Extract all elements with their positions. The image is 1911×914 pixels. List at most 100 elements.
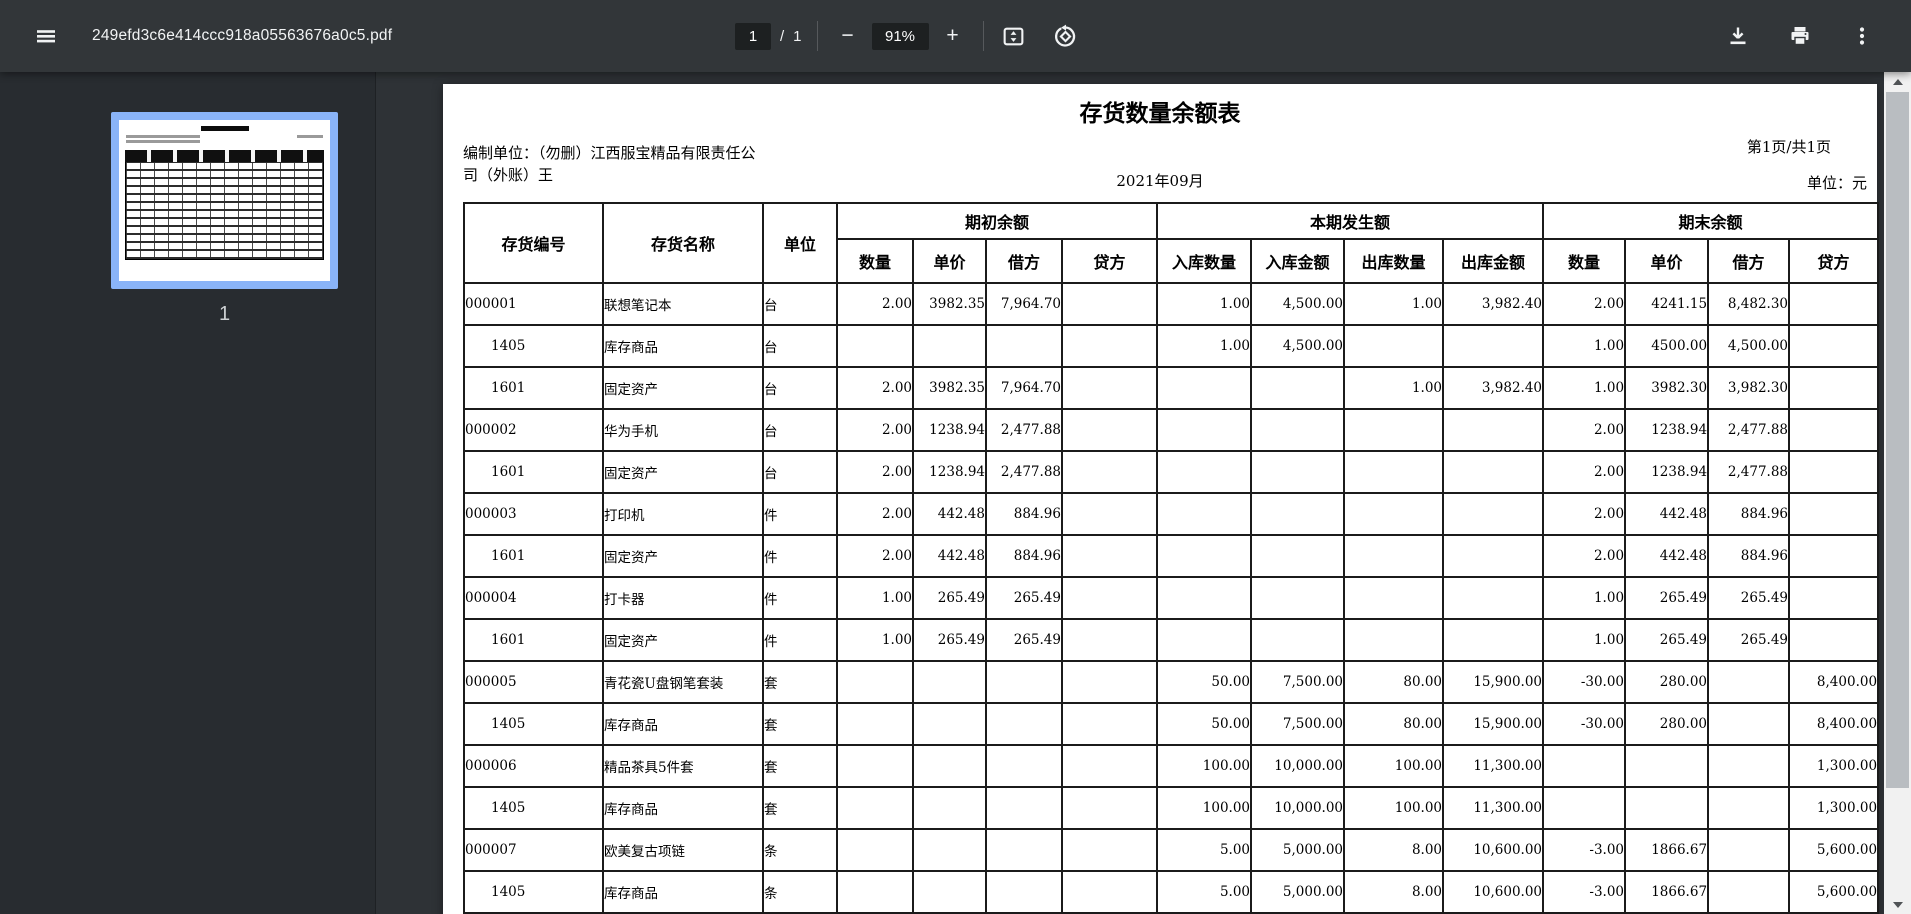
cell-end-debit — [1707, 744, 1791, 788]
cell-open-price: 265.49 — [912, 618, 987, 662]
prepared-by-line1: 编制单位：（勿删）江西服宝精品有限责任公 — [463, 144, 756, 162]
cell-out-amount: 15,900.00 — [1442, 702, 1545, 746]
cell-end-debit: 884.96 — [1707, 534, 1791, 578]
cell-end-price: 280.00 — [1624, 702, 1710, 746]
cell-in-amount: 7,500.00 — [1250, 660, 1346, 704]
cell-name: 精品茶具5件套 — [602, 744, 764, 788]
cell-open-price: 3982.35 — [912, 366, 987, 410]
thumbnail-meta-mark — [297, 135, 323, 138]
cell-open-qty: 2.00 — [836, 450, 914, 494]
scrollbar-down-button[interactable] — [1884, 895, 1911, 914]
cell-out-qty: 80.00 — [1343, 702, 1445, 746]
cell-end-price: 280.00 — [1624, 660, 1710, 704]
download-icon[interactable] — [1723, 21, 1753, 51]
cell-in-qty: 50.00 — [1156, 660, 1253, 704]
cell-in-qty — [1156, 618, 1253, 662]
cell-in-amount — [1250, 450, 1346, 494]
subheader-out-amount: 出库金额 — [1442, 238, 1545, 284]
cell-out-amount: 3,982.40 — [1442, 282, 1545, 326]
table-row: 1405 库存商品条 5.00 5,000.00 8.00 10,600.00 -3.00 1… — [463, 870, 1880, 914]
cell-unit: 套 — [762, 744, 838, 788]
cell-open-qty: 2.00 — [836, 492, 914, 536]
cell-out-amount: 10,600.00 — [1442, 870, 1545, 914]
cell-end-debit — [1707, 702, 1791, 746]
cell-end-price: 1238.94 — [1624, 408, 1710, 452]
table-row: 1405 库存商品套 100.00 10,000.00 100.00 11,300.00 1… — [463, 786, 1880, 830]
page-thumbnail[interactable]: 1 — [111, 112, 338, 326]
cell-end-debit — [1707, 870, 1791, 914]
subheader-price: 单价 — [912, 238, 987, 284]
cell-open-price — [912, 660, 987, 704]
cell-code: 1601 — [463, 534, 604, 578]
table-row: 1601 固定资产台 2.00 3982.35 7,964.70 1.00 3,982.40… — [463, 366, 1880, 410]
cell-end-credit: 1,300.00 — [1788, 786, 1880, 830]
cell-open-price: 3982.35 — [912, 282, 987, 326]
vertical-scrollbar[interactable] — [1884, 72, 1911, 914]
cell-in-amount — [1250, 534, 1346, 578]
zoom-out-button[interactable]: − — [841, 24, 854, 47]
fit-to-page-icon[interactable] — [999, 21, 1029, 51]
cell-open-qty: 1.00 — [836, 576, 914, 620]
cell-name: 青花瓷U盘钢笔套装 — [602, 660, 764, 704]
cell-end-debit — [1707, 786, 1791, 830]
zoom-in-button[interactable]: + — [946, 24, 959, 47]
table-row: 000006 精品茶具5件套套 100.00 10,000.00 100.00 11,30… — [463, 744, 1880, 788]
table-header-group-row: 存货编号 存货名称 单位 期初余额 本期发生额 期末余额 — [463, 202, 1880, 284]
table-row: 000002 华为手机台 2.00 1238.94 2,477.88 2.00 1238.9… — [463, 408, 1880, 452]
cell-end-price: 442.48 — [1624, 534, 1710, 578]
prepared-by-line2: 司（外账）王 — [463, 166, 554, 184]
cell-end-credit — [1788, 450, 1880, 494]
cell-out-amount: 11,300.00 — [1442, 744, 1545, 788]
cell-open-credit — [1060, 660, 1159, 704]
table-row: 1601 固定资产台 2.00 1238.94 2,477.88 2.00 1238.94 2… — [463, 450, 1880, 494]
rotate-icon[interactable] — [1051, 21, 1081, 51]
cell-end-debit: 2,477.88 — [1707, 450, 1791, 494]
cell-end-qty: 2.00 — [1542, 492, 1627, 536]
table-row: 000007 欧美复古项链条 5.00 5,000.00 8.00 10,600.00 -3… — [463, 828, 1880, 872]
cell-open-credit — [1060, 618, 1159, 662]
cell-in-amount: 10,000.00 — [1250, 786, 1346, 830]
cell-open-credit — [1060, 324, 1159, 368]
cell-unit: 件 — [762, 618, 838, 662]
inventory-table-body: 000001 联想笔记本台 2.00 3982.35 7,964.70 1.00 4,500… — [463, 282, 1880, 914]
cell-code: 1405 — [463, 870, 604, 914]
cell-open-qty — [836, 870, 914, 914]
table-row: 1601 固定资产件 1.00 265.49 265.49 1.00 265.49 265.4… — [463, 618, 1880, 662]
cell-unit: 条 — [762, 828, 838, 872]
pdf-page: 存货数量余额表 编制单位：（勿删）江西服宝精品有限责任公 司（外账）王 2021… — [443, 84, 1880, 914]
cell-code: 1601 — [463, 618, 604, 662]
page-number-input[interactable] — [735, 22, 771, 50]
cell-in-amount: 4,500.00 — [1250, 324, 1346, 368]
cell-unit: 件 — [762, 576, 838, 620]
cell-name: 库存商品 — [602, 702, 764, 746]
scrollbar-up-button[interactable] — [1884, 72, 1911, 91]
cell-end-debit: 8,482.30 — [1707, 282, 1791, 326]
cell-in-amount — [1250, 492, 1346, 536]
cell-in-qty — [1156, 492, 1253, 536]
cell-end-qty: 2.00 — [1542, 408, 1627, 452]
cell-end-qty: 1.00 — [1542, 618, 1627, 662]
cell-open-qty — [836, 744, 914, 788]
cell-open-qty — [836, 828, 914, 872]
cell-end-price: 4500.00 — [1624, 324, 1710, 368]
cell-unit: 套 — [762, 786, 838, 830]
cell-end-qty: 2.00 — [1542, 450, 1627, 494]
subheader-qty: 数量 — [836, 238, 914, 284]
cell-out-amount: 15,900.00 — [1442, 660, 1545, 704]
print-icon[interactable] — [1785, 21, 1815, 51]
document-viewport[interactable]: 存货数量余额表 编制单位：（勿删）江西服宝精品有限责任公 司（外账）王 2021… — [376, 72, 1884, 914]
toolbar-divider — [816, 21, 818, 51]
cell-end-qty: 2.00 — [1542, 534, 1627, 578]
cell-in-qty: 100.00 — [1156, 786, 1253, 830]
cell-end-price: 265.49 — [1624, 618, 1710, 662]
more-vertical-icon[interactable] — [1847, 21, 1877, 51]
cell-open-credit — [1060, 870, 1159, 914]
cell-in-qty — [1156, 450, 1253, 494]
menu-icon[interactable] — [26, 16, 66, 56]
cell-in-qty: 100.00 — [1156, 744, 1253, 788]
header-current-period: 本期发生额 — [1156, 202, 1545, 240]
scrollbar-thumb[interactable] — [1886, 92, 1909, 788]
cell-code: 1601 — [463, 366, 604, 410]
header-name: 存货名称 — [602, 202, 764, 284]
zoom-level-display[interactable]: 91% — [871, 22, 929, 50]
